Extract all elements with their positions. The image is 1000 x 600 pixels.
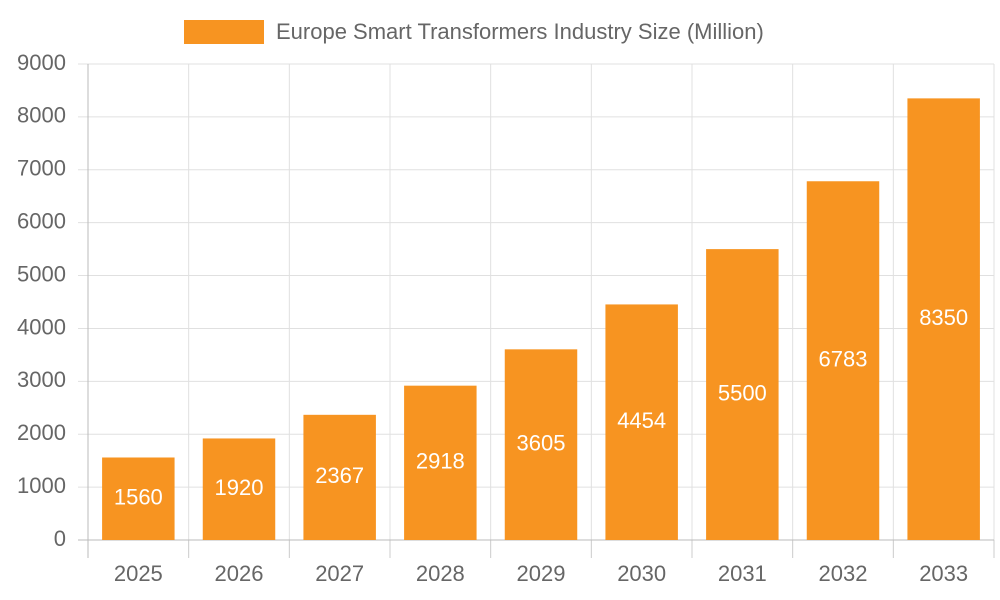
bar [303,414,376,540]
y-tick-label: 3000 [17,367,66,392]
data-label: 3605 [517,430,566,455]
bar [806,181,880,540]
y-tick-label: 5000 [17,261,66,286]
bar [404,385,477,540]
data-label: 6783 [819,346,868,371]
x-tick-label: 2027 [315,561,364,586]
y-tick-label: 2000 [17,420,66,445]
y-tick-label: 1000 [17,473,66,498]
x-tick-label: 2025 [114,561,163,586]
data-label: 2918 [416,449,465,474]
x-tick-label: 2032 [819,561,868,586]
y-tick-label: 8000 [17,103,66,128]
y-tick-label: 0 [54,526,66,551]
x-tick-label: 2030 [617,561,666,586]
bar [907,98,980,540]
data-label: 2367 [315,463,364,488]
bar [605,304,678,540]
legend-label: Europe Smart Transformers Industry Size … [276,19,764,44]
x-tick-label: 2033 [919,561,968,586]
bar [102,457,175,540]
bar [706,249,779,540]
x-tick-label: 2029 [517,561,566,586]
y-tick-label: 9000 [17,50,66,75]
x-tick-label: 2031 [718,561,767,586]
data-label: 8350 [919,305,968,330]
data-label: 5500 [718,380,767,405]
bar [202,438,276,540]
y-tick-label: 4000 [17,314,66,339]
data-label: 1560 [114,485,163,510]
x-tick-label: 2028 [416,561,465,586]
data-label: 1920 [215,475,264,500]
x-tick-label: 2026 [215,561,264,586]
bar [504,349,578,540]
data-label: 4454 [617,408,666,433]
legend-swatch [184,20,264,44]
y-tick-label: 7000 [17,156,66,181]
y-tick-label: 6000 [17,208,66,233]
